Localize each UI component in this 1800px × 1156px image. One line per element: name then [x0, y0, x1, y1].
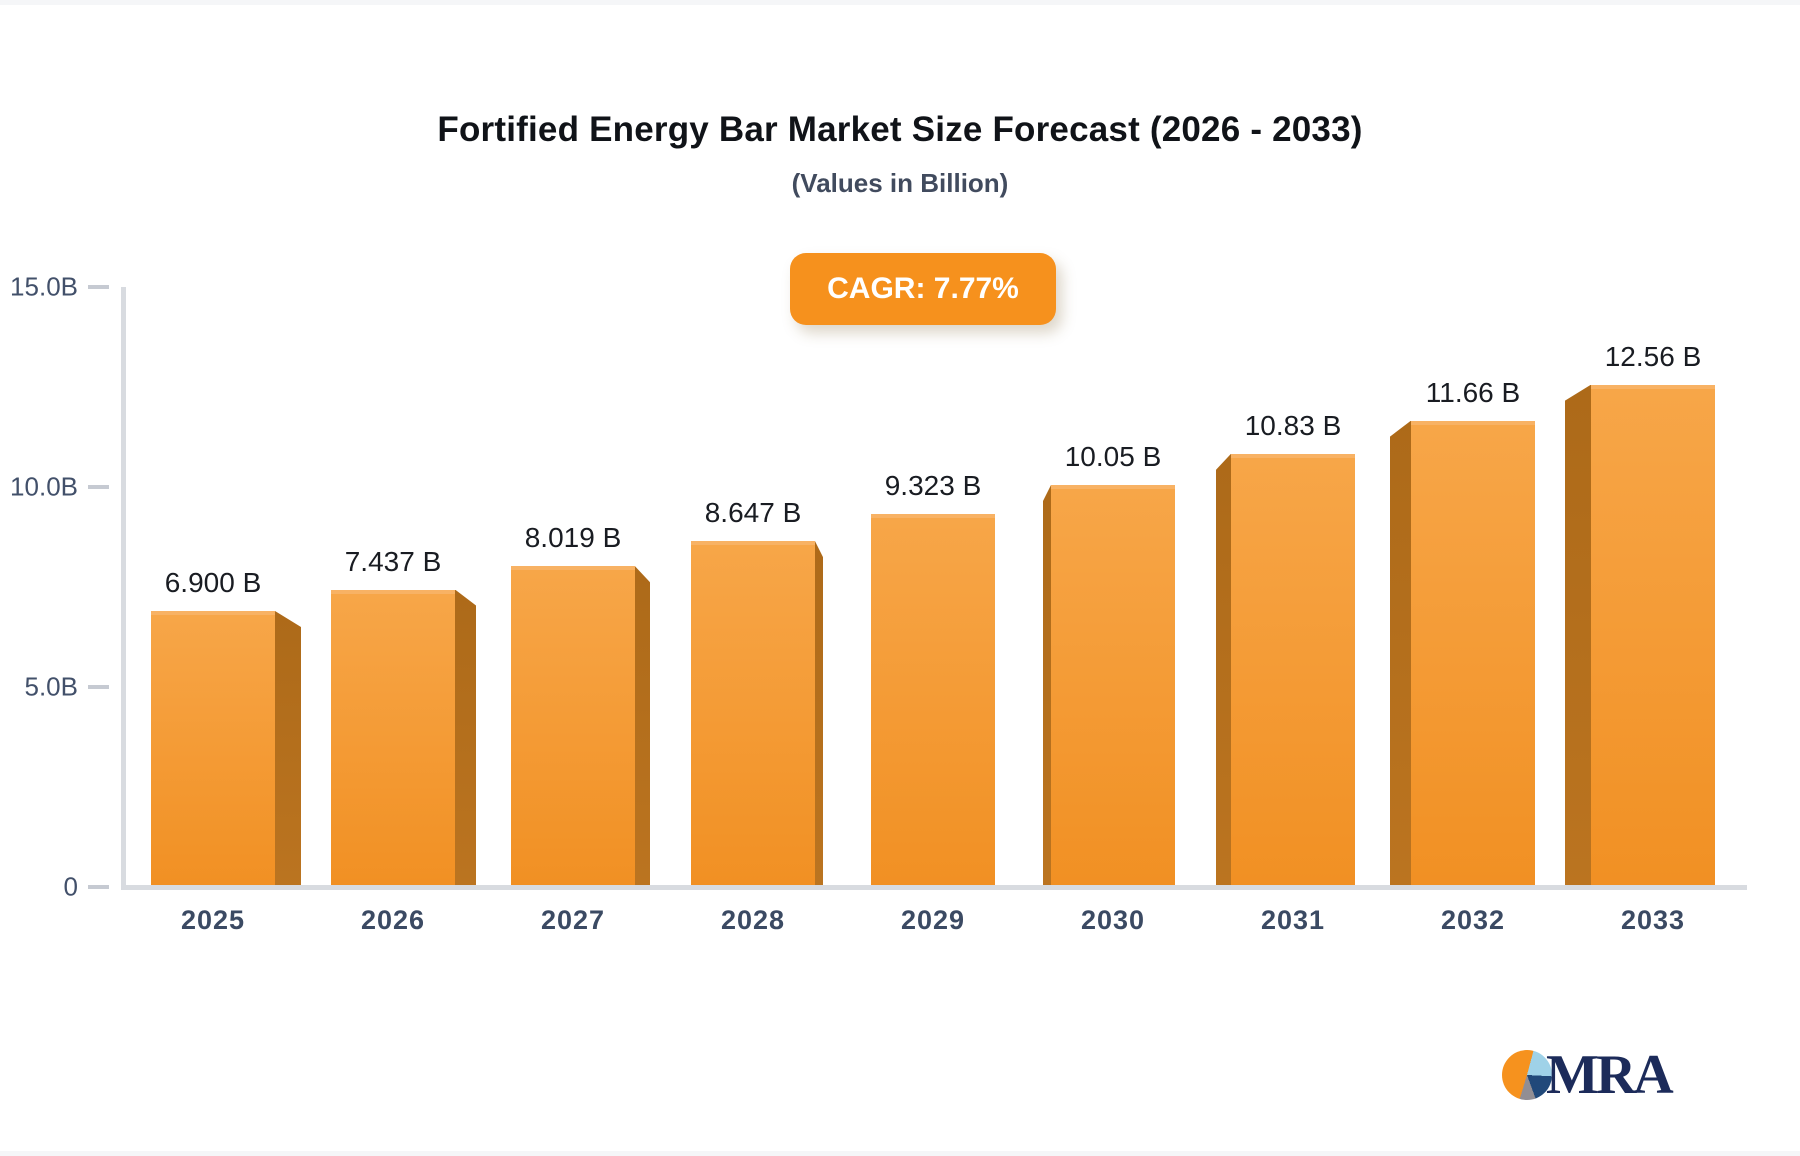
y-axis-tick-label: 5.0B — [24, 671, 79, 702]
bar — [1591, 384, 1715, 887]
bar-value-label: 8.019 B — [524, 522, 622, 554]
bar-side-face — [455, 589, 476, 887]
bar-value-label: 11.66 B — [1425, 376, 1521, 408]
y-axis-tick-label: 10.0B — [10, 471, 78, 502]
bar — [871, 514, 995, 887]
y-axis-tick-mark — [88, 285, 109, 289]
bar-value-label: 7.437 B — [344, 545, 442, 577]
bar — [1231, 453, 1355, 887]
bar-value-label: 12.56 B — [1604, 340, 1702, 372]
x-axis-label: 2033 — [1620, 905, 1686, 935]
bar-side-face — [1043, 485, 1051, 887]
cagr-badge: CAGR: 7.77% — [790, 253, 1056, 325]
bar-value-label: 10.83 B — [1244, 409, 1342, 441]
bar — [1051, 485, 1175, 887]
bottom-edge-band — [0, 1151, 1800, 1156]
top-edge-band — [0, 0, 1800, 5]
x-axis-label: 2025 — [180, 905, 246, 935]
bar — [331, 589, 455, 887]
x-axis-line — [121, 885, 1747, 890]
y-axis-tick-mark — [88, 685, 109, 689]
chart-title: Fortified Energy Bar Market Size Forecas… — [437, 110, 1363, 149]
bar — [151, 611, 275, 887]
y-axis-line — [121, 287, 126, 887]
bar-side-face — [1565, 384, 1591, 887]
x-axis-label: 2029 — [900, 905, 966, 935]
y-axis-tick-label: 15.0B — [10, 271, 78, 302]
bar-side-face — [635, 566, 650, 887]
bar-side-face — [815, 541, 823, 887]
brand-logo-text: MRA — [1546, 1044, 1674, 1106]
y-axis-tick-label: 0 — [63, 871, 78, 902]
x-axis-label: 2032 — [1440, 905, 1506, 935]
bar — [691, 541, 815, 887]
bar-value-label: 8.647 B — [704, 497, 802, 529]
y-axis-tick-mark — [88, 885, 109, 889]
bar-value-label: 9.323 B — [884, 470, 982, 502]
x-axis-label: 2026 — [360, 905, 426, 935]
pie-logo-icon — [1502, 1050, 1552, 1100]
bar-value-label: 6.900 B — [164, 567, 262, 598]
brand-logo: MRA — [1502, 1040, 1742, 1110]
x-axis-label: 2030 — [1080, 905, 1146, 935]
chart-subtitle: (Values in Billion) — [791, 168, 1009, 198]
x-axis-label: 2027 — [540, 905, 606, 935]
bar-value-label: 10.05 B — [1064, 441, 1162, 472]
y-axis-tick-mark — [88, 485, 109, 489]
bar — [1411, 420, 1535, 887]
bar — [511, 566, 635, 887]
x-axis-label: 2031 — [1260, 905, 1326, 935]
bar-side-face — [275, 611, 301, 887]
bar-side-face — [1216, 453, 1231, 887]
x-axis-label: 2028 — [720, 905, 786, 935]
bar-side-face — [1390, 420, 1411, 887]
